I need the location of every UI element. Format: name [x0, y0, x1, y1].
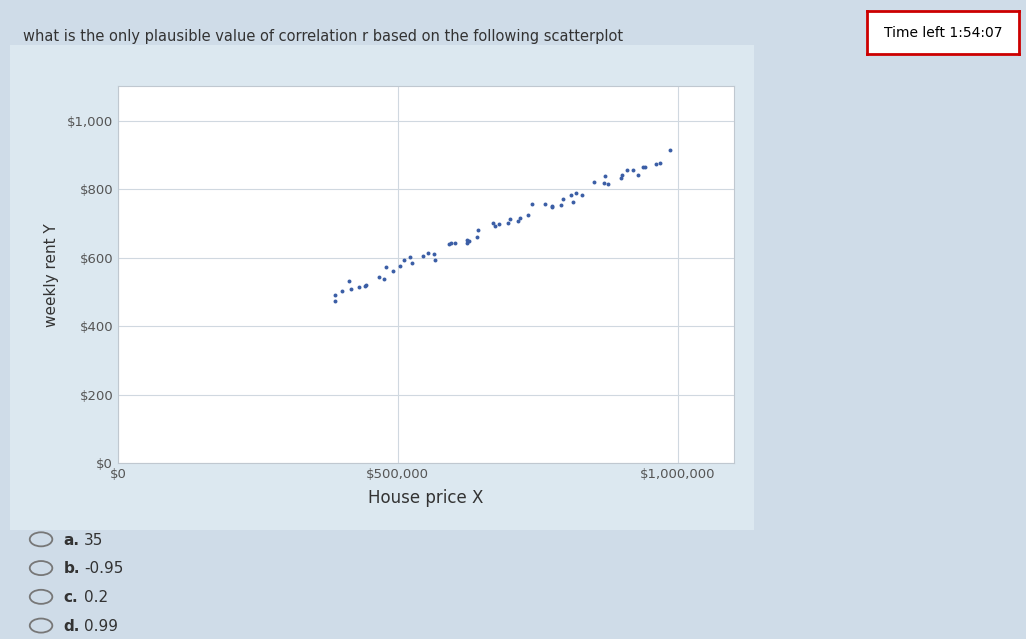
Point: [470, 225, 486, 235]
Point: [574, 190, 590, 200]
Point: [327, 290, 344, 300]
Point: [385, 266, 401, 276]
Point: [341, 276, 357, 286]
Point: [459, 235, 475, 245]
Point: [614, 170, 630, 180]
Point: [333, 286, 350, 296]
Point: [544, 202, 560, 212]
Point: [484, 218, 501, 228]
Point: [512, 213, 528, 224]
Point: [537, 199, 553, 209]
Point: [491, 219, 508, 229]
Point: [392, 261, 408, 272]
Point: [500, 218, 516, 228]
Point: [648, 159, 665, 169]
Text: what is the only plausible value of correlation r based on the following scatter: what is the only plausible value of corr…: [23, 29, 623, 43]
Point: [635, 162, 652, 173]
Y-axis label: weekly rent Y: weekly rent Y: [43, 223, 58, 327]
Text: 0.99: 0.99: [84, 619, 118, 634]
Point: [396, 254, 412, 265]
Point: [416, 251, 432, 261]
Point: [404, 258, 421, 268]
Point: [442, 238, 459, 248]
Point: [520, 210, 537, 220]
Point: [629, 170, 645, 180]
Point: [637, 162, 654, 172]
Text: Time left 1:54:07: Time left 1:54:07: [883, 26, 1002, 40]
Text: b.: b.: [64, 562, 80, 576]
Point: [461, 236, 477, 247]
Text: 35: 35: [84, 533, 104, 548]
Point: [370, 272, 387, 282]
Point: [662, 144, 678, 155]
Point: [486, 220, 503, 231]
Point: [600, 179, 617, 189]
X-axis label: House price X: House price X: [368, 489, 483, 507]
Point: [565, 197, 582, 207]
Point: [378, 261, 394, 272]
Point: [376, 273, 392, 284]
Point: [401, 252, 418, 262]
Point: [327, 296, 344, 307]
Text: -0.95: -0.95: [84, 562, 123, 576]
Point: [619, 165, 635, 175]
Point: [585, 177, 601, 187]
Point: [544, 201, 560, 212]
Point: [613, 173, 629, 183]
Text: 0.2: 0.2: [84, 590, 109, 605]
Point: [351, 282, 367, 293]
Point: [524, 199, 541, 209]
Point: [510, 217, 526, 227]
Point: [653, 158, 669, 169]
Point: [596, 178, 613, 188]
Point: [563, 190, 580, 201]
Point: [427, 255, 443, 265]
Point: [552, 200, 568, 210]
Point: [446, 238, 463, 248]
Point: [469, 231, 485, 242]
Point: [568, 188, 585, 198]
Point: [502, 214, 518, 224]
Point: [420, 247, 436, 258]
Point: [357, 281, 373, 291]
Point: [441, 239, 458, 249]
Point: [596, 171, 613, 181]
Text: a.: a.: [64, 533, 80, 548]
Point: [555, 194, 571, 204]
Text: d.: d.: [64, 619, 80, 634]
Point: [343, 284, 359, 294]
Text: c.: c.: [64, 590, 78, 605]
Point: [625, 164, 641, 174]
Point: [459, 238, 475, 249]
Point: [357, 281, 373, 291]
Point: [426, 249, 442, 259]
